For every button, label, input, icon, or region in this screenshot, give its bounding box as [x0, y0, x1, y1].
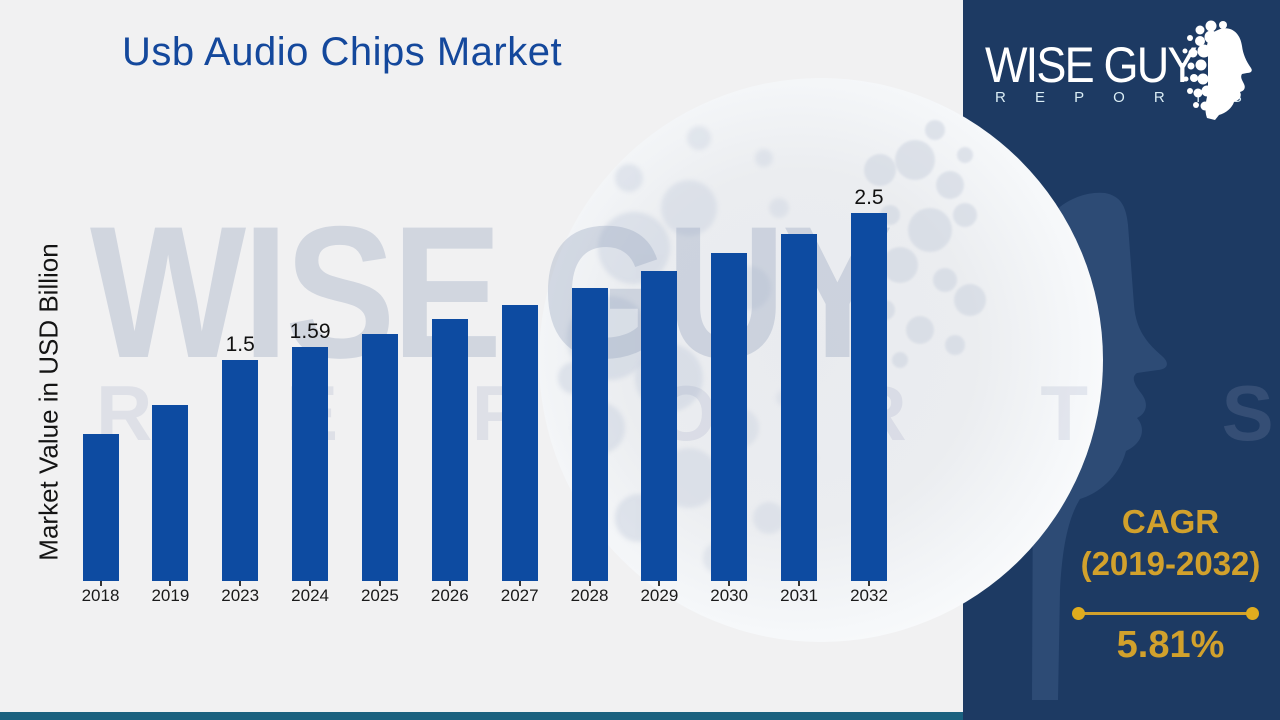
watermark-line1: WISE GUY	[90, 187, 893, 397]
bar-2032	[851, 213, 887, 581]
logo-head-dot	[1193, 102, 1199, 108]
watermark-dot	[954, 284, 986, 316]
bar-2027	[501, 305, 538, 581]
cagr-divider-line	[1078, 612, 1253, 615]
circle-texture-blob	[615, 164, 643, 192]
x-tick-label-2030: 2030	[710, 586, 749, 605]
brand-logo-reports: R E P O R T S	[995, 89, 1255, 106]
watermark-dot	[957, 147, 973, 163]
logo-head-dot	[1200, 101, 1210, 111]
watermark-dot	[953, 203, 977, 227]
watermark-dot	[882, 247, 918, 283]
logo-head-dot	[1188, 48, 1198, 58]
page-title: Usb Audio Chips Market	[122, 30, 563, 74]
watermark-line2: R E P O R T S	[96, 369, 1280, 457]
footer-accent-strip	[0, 712, 963, 720]
logo-head-dot	[1195, 59, 1207, 71]
bar-2018	[82, 434, 119, 581]
logo-head-dot	[1187, 88, 1193, 94]
x-axis-tick	[798, 581, 801, 586]
x-tick-label-2019: 2019	[151, 586, 190, 605]
x-axis-tick	[518, 581, 521, 586]
logo-head-dot	[1207, 39, 1221, 53]
logo-head-dot	[1190, 74, 1198, 82]
circle-texture-blob	[687, 126, 711, 150]
cagr-line-left-dot	[1072, 607, 1085, 620]
bar-2030	[711, 253, 748, 581]
x-axis-tick	[728, 581, 731, 586]
x-tick-label-2032: 2032	[850, 586, 888, 605]
logo-head-dot	[1195, 36, 1205, 46]
brand-logo-name: WISE GUY	[985, 37, 1197, 93]
dotted-head-logo-icon	[1181, 20, 1252, 120]
x-tick-label-2026: 2026	[430, 586, 469, 605]
logo-head-dot	[1201, 85, 1213, 97]
logo-head-dot	[1195, 25, 1205, 35]
x-tick-label-2027: 2027	[500, 586, 539, 605]
x-axis-tick	[658, 581, 661, 586]
x-tick-label-2023: 2023	[221, 586, 260, 605]
watermark-dot	[925, 120, 945, 140]
bar-2023	[222, 360, 259, 581]
bar-2024	[292, 347, 329, 581]
x-axis-tick	[868, 581, 870, 586]
circle-texture-blob	[769, 198, 789, 218]
x-tick-label-2029: 2029	[640, 586, 679, 605]
bar-value-label-2023: 1.5	[225, 333, 255, 356]
cagr-range: (2019-2032)	[1080, 545, 1261, 582]
x-axis-tick	[448, 581, 451, 586]
logo-head-dot	[1193, 88, 1203, 98]
logo-head-dot	[1182, 48, 1188, 54]
logo-head-dot	[1205, 20, 1217, 32]
x-axis-tick	[588, 581, 591, 586]
y-axis-label: Market Value in USD Billion	[33, 243, 64, 561]
circle-texture-blob	[661, 180, 717, 236]
x-tick-label-2025: 2025	[360, 586, 399, 605]
bar-2026	[431, 319, 468, 581]
watermark-dot	[864, 154, 896, 186]
x-axis-tick	[169, 581, 172, 586]
logo-head-dot	[1183, 76, 1189, 82]
logo-head-dot	[1181, 63, 1185, 67]
bar-2029	[641, 271, 678, 581]
bar-value-label-2032: 2.5	[854, 186, 884, 209]
watermark-dot	[892, 352, 908, 368]
bar-2025	[361, 334, 398, 581]
watermark-dot	[936, 171, 964, 199]
circle-texture-blob	[753, 502, 785, 534]
watermark-dot	[945, 335, 965, 355]
x-tick-label-2028: 2028	[570, 586, 609, 605]
logo-head-dot	[1197, 73, 1209, 85]
watermark-dot	[895, 140, 935, 180]
x-axis-tick	[309, 581, 312, 586]
cagr-line-right-dot	[1246, 607, 1259, 620]
x-tick-label-2031: 2031	[780, 586, 818, 605]
x-tick-label-2024: 2024	[291, 586, 329, 605]
logo-head-dot	[1219, 21, 1227, 29]
x-axis-tick	[378, 581, 381, 586]
circle-texture-blob	[755, 149, 773, 167]
logo-head-dot	[1187, 35, 1193, 41]
cagr-value: 5.81%	[1116, 624, 1225, 666]
bar-2019	[152, 405, 189, 581]
watermark-dot	[933, 268, 957, 292]
x-tick-label-2018: 2018	[81, 586, 120, 605]
x-axis-tick	[99, 581, 102, 586]
logo-head-dot	[1187, 62, 1195, 70]
bar-2031	[781, 234, 818, 581]
bar-value-label-2024: 1.59	[289, 320, 331, 343]
watermark-dot	[908, 208, 952, 252]
watermark-dot	[906, 316, 934, 344]
cagr-label: CAGR	[1121, 503, 1220, 540]
x-axis-tick	[239, 581, 242, 586]
bar-2028	[571, 288, 608, 581]
